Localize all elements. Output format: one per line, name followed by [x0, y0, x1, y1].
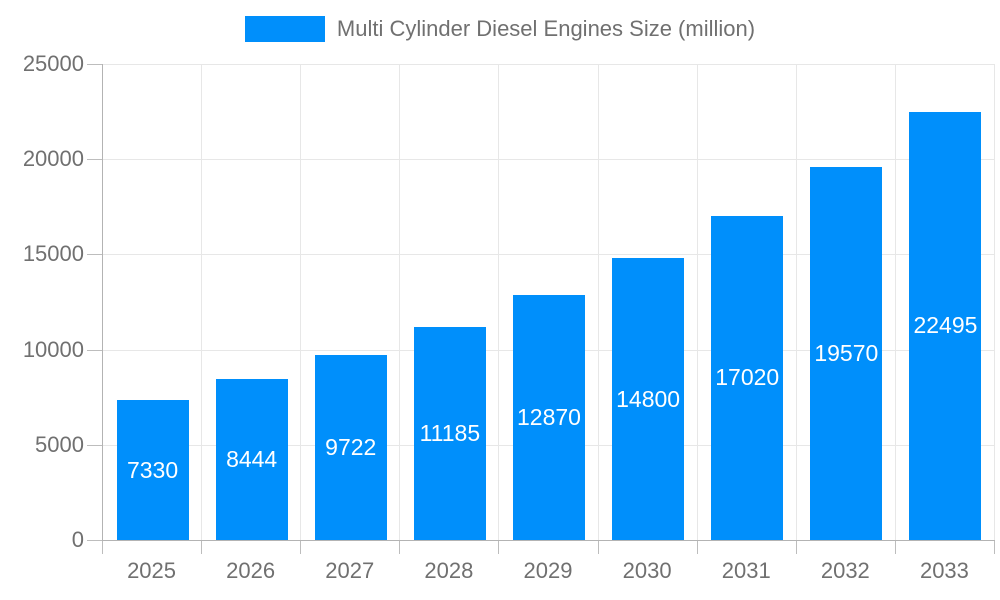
gridline-h	[103, 254, 995, 256]
x-axis-label: 2025	[127, 558, 177, 583]
x-tick	[597, 541, 599, 554]
y-tick	[87, 159, 102, 161]
y-axis-label: 0	[71, 527, 84, 552]
y-axis-label: 20000	[22, 146, 84, 172]
legend-item[interactable]: Multi Cylinder Diesel Engines Size (mill…	[0, 16, 1000, 42]
y-tick	[87, 444, 102, 446]
gridline-v	[994, 64, 995, 540]
y-tick	[87, 349, 102, 351]
x-tick	[300, 541, 302, 554]
plot-area: 7330 8444 9722 11185 12870 14800 17020 19570 224…	[102, 64, 995, 541]
bar-2032[interactable]: 19570	[810, 167, 883, 540]
x-axis-label: 2033	[919, 558, 969, 583]
x-axis-label: 2029	[523, 558, 573, 583]
y-tick	[87, 540, 102, 541]
legend-label: Multi Cylinder Diesel Engines Size (mill…	[336, 16, 756, 41]
bar-value-label: 19570	[814, 340, 879, 367]
bar-2031[interactable]: 17020	[711, 215, 784, 540]
legend-swatch-icon	[244, 16, 325, 42]
bar-value-label: 7330	[126, 456, 179, 483]
x-tick	[201, 541, 203, 554]
y-axis-label: 25000	[22, 51, 84, 76]
bar-value-label: 9722	[325, 433, 377, 460]
x-axis-label: 2031	[721, 558, 771, 583]
gridline-v	[597, 64, 599, 540]
bar-value-label: 14800	[616, 385, 681, 412]
y-tick	[87, 254, 102, 256]
x-axis-label: 2028	[424, 558, 474, 583]
x-axis-label: 2027	[325, 558, 375, 583]
bar-2033[interactable]: 22495	[909, 111, 982, 540]
gridline-v	[300, 64, 302, 540]
x-tick	[696, 541, 698, 554]
x-axis-label: 2032	[820, 558, 870, 583]
y-axis-label: 5000	[35, 431, 84, 457]
gridline-h	[103, 64, 995, 65]
bar-value-label: 8444	[226, 446, 278, 473]
gridline-v	[399, 64, 401, 540]
gridline-v	[201, 64, 203, 540]
gridline-v	[498, 64, 500, 540]
x-tick	[994, 541, 995, 554]
x-axis-label: 2030	[622, 558, 672, 583]
x-axis-label: 2026	[226, 558, 276, 583]
bar-value-label: 11185	[419, 420, 481, 447]
x-tick	[894, 541, 896, 554]
bar-2028[interactable]: 11185	[413, 327, 486, 540]
bar-value-label: 12870	[517, 403, 581, 430]
gridline-v	[696, 64, 698, 540]
bar-2029[interactable]: 12870	[513, 294, 585, 540]
bar-2026[interactable]: 8444	[215, 379, 288, 540]
gridline-v	[894, 64, 896, 540]
bar-value-label: 17020	[715, 364, 780, 391]
bar-2027[interactable]: 9722	[314, 354, 387, 540]
x-tick	[498, 541, 500, 554]
y-axis-label: 15000	[22, 241, 84, 267]
bar-value-label: 22495	[913, 312, 978, 339]
x-tick	[399, 541, 401, 554]
gridline-v	[795, 64, 797, 540]
bar-2025[interactable]: 7330	[116, 400, 189, 540]
x-tick	[795, 541, 797, 554]
y-tick	[87, 64, 102, 65]
x-tick	[102, 541, 103, 554]
y-axis-label: 10000	[22, 336, 84, 362]
gridline-h	[103, 159, 995, 161]
bar-2030[interactable]: 14800	[612, 258, 685, 540]
